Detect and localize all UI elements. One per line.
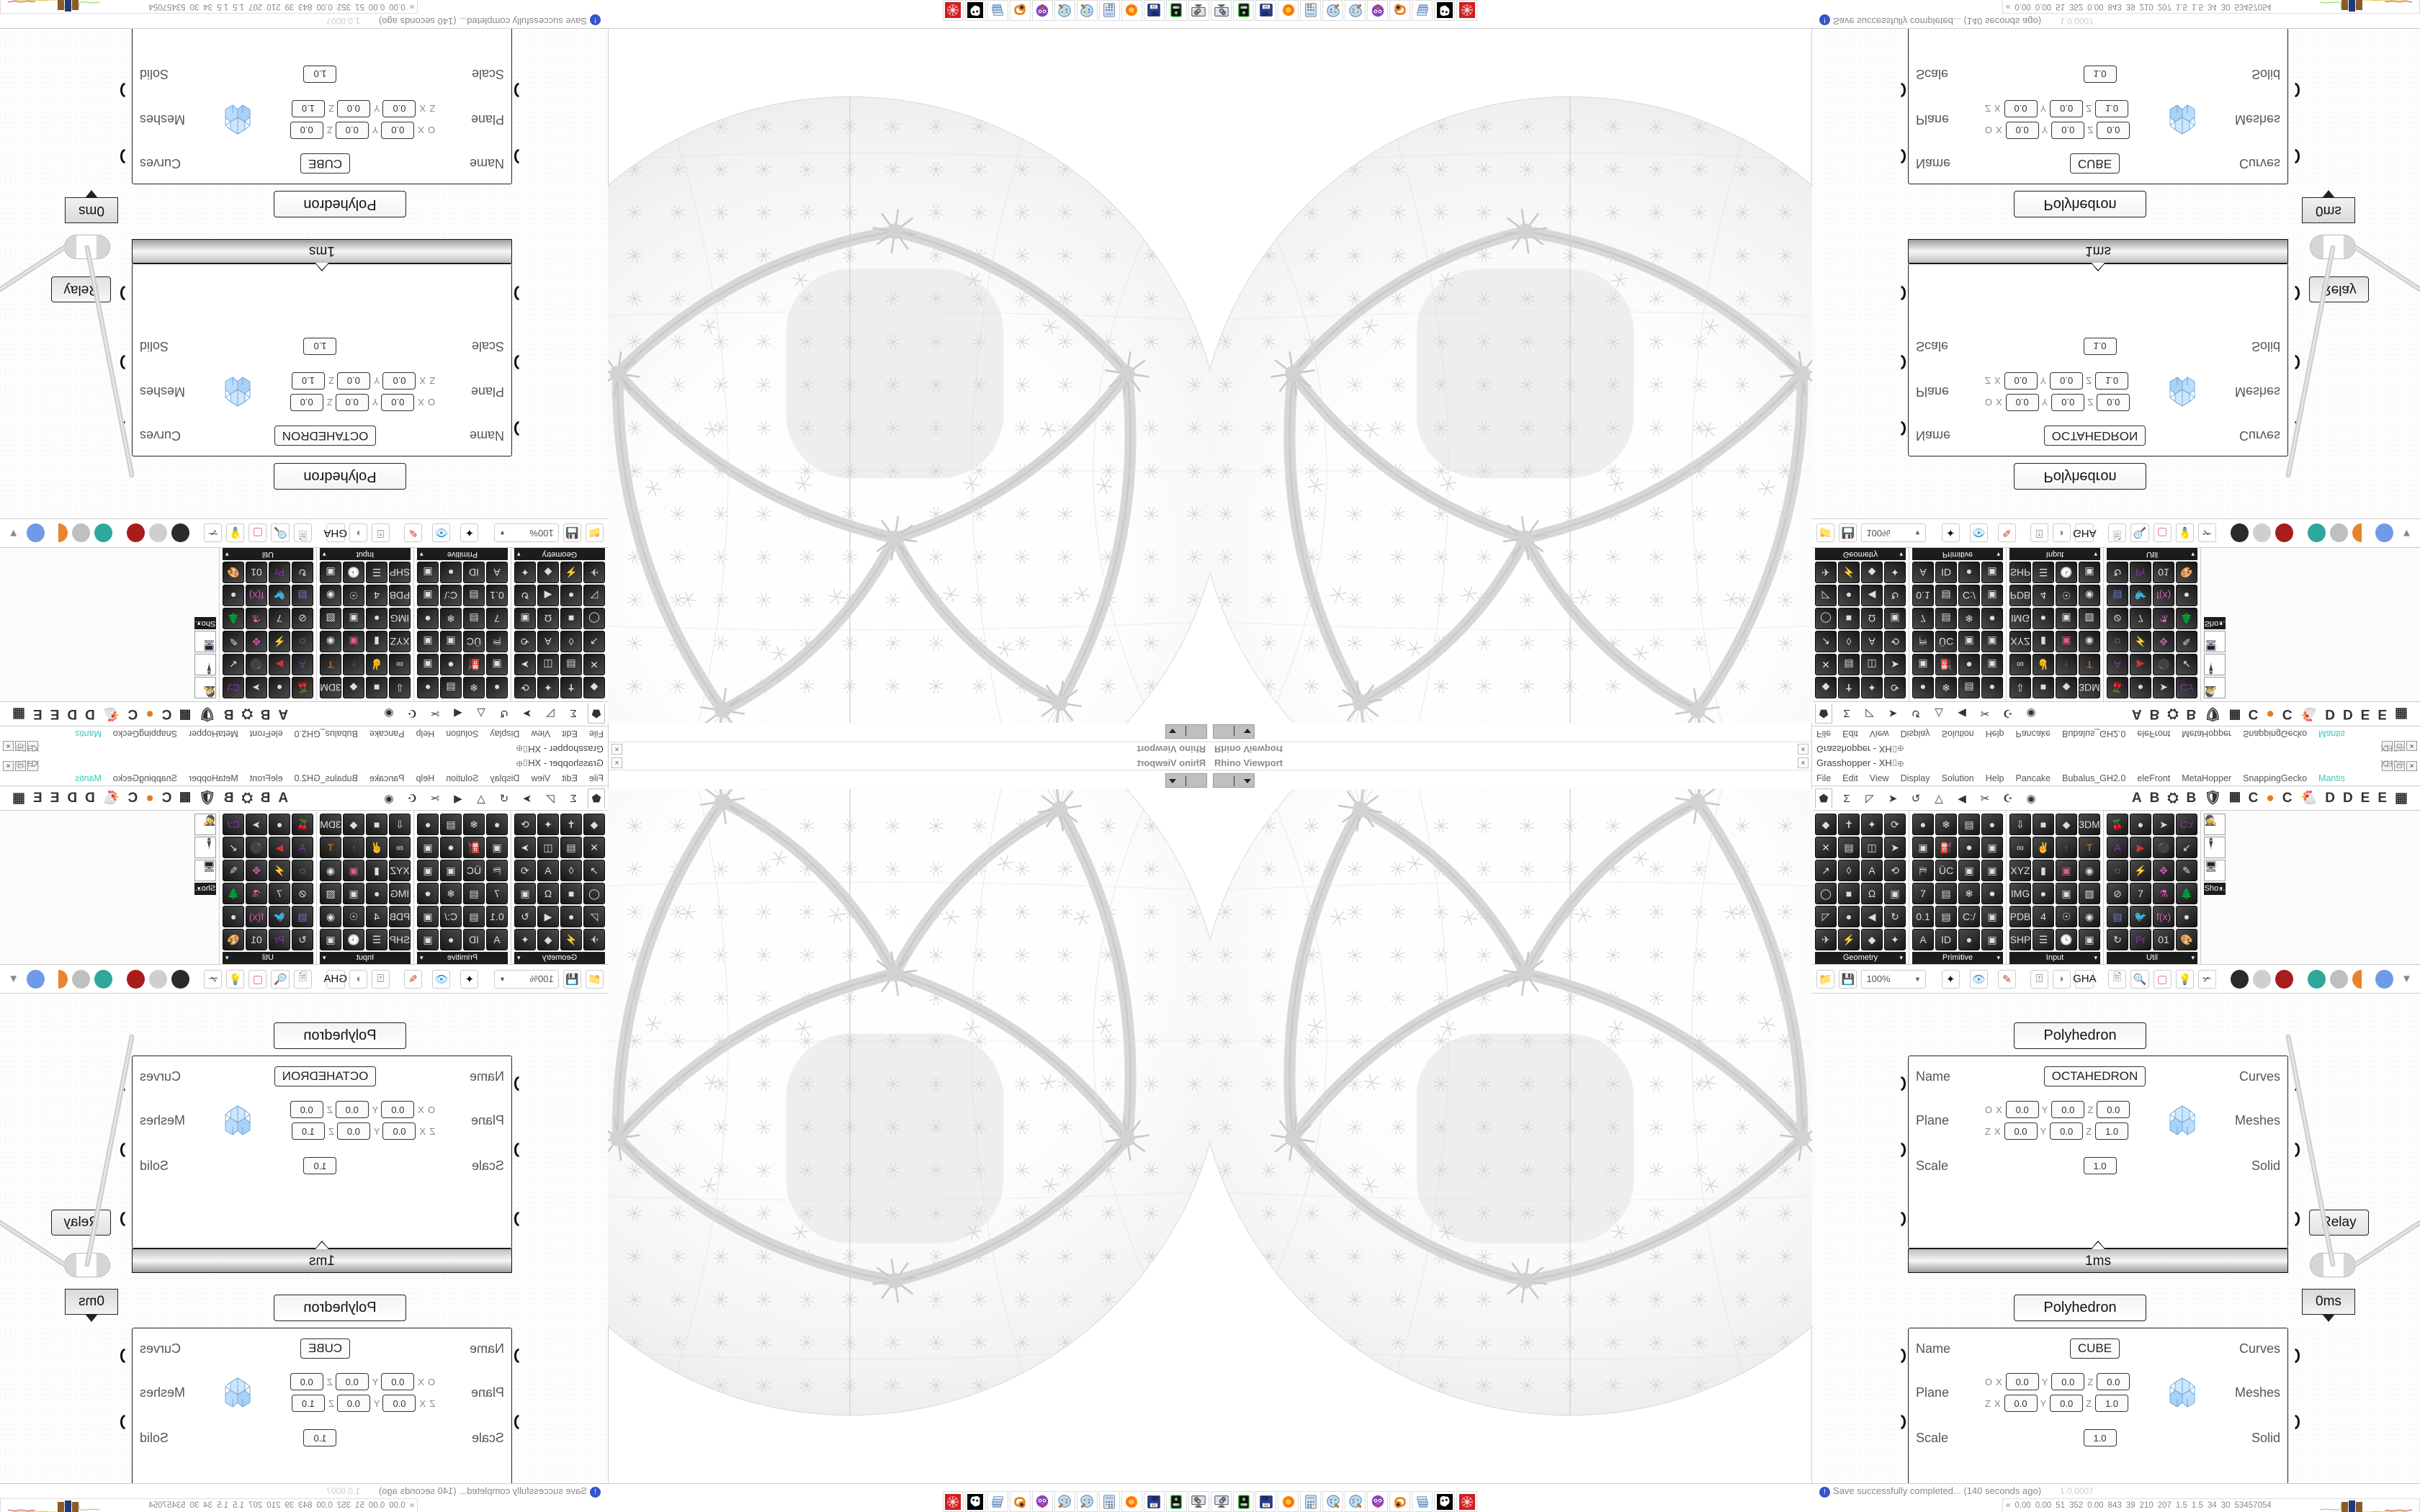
- svg-text:64: 64: [1264, 1503, 1268, 1508]
- svg-text:64: 64: [1152, 1503, 1157, 1508]
